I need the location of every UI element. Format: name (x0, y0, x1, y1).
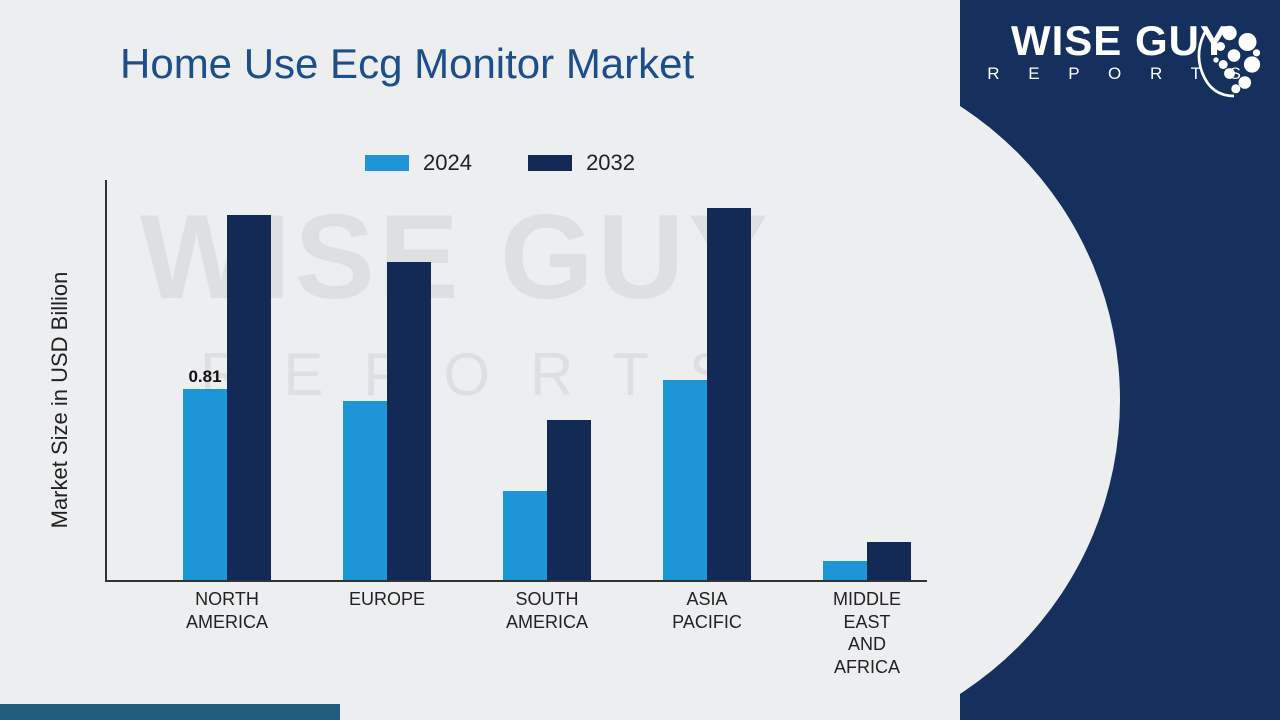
bar: 0.81 (183, 389, 227, 580)
bar (343, 401, 387, 580)
bar (707, 208, 751, 580)
stage: WISE GUY REPORTS WISE GUY R E P O R T S … (0, 0, 1280, 720)
legend-item-2032: 2032 (528, 150, 635, 176)
x-category-label: MIDDLE EAST AND AFRICA (802, 580, 932, 678)
bar (867, 542, 911, 580)
bar (663, 380, 707, 580)
bar (387, 262, 431, 580)
bar-group: EUROPE (322, 262, 452, 580)
chart-area: 2024 2032 Market Size in USD Billion 0.8… (60, 150, 940, 680)
bottom-accent-bar (0, 704, 340, 720)
chart-title: Home Use Ecg Monitor Market (120, 40, 694, 88)
brand-logo: WISE GUY R E P O R T S (980, 20, 1260, 84)
x-category-label: NORTH AMERICA (162, 580, 292, 633)
x-category-label: ASIA PACIFIC (642, 580, 772, 633)
legend-swatch-2032 (528, 155, 572, 171)
legend: 2024 2032 (60, 150, 940, 177)
bar-data-label: 0.81 (183, 367, 227, 387)
x-category-label: SOUTH AMERICA (482, 580, 612, 633)
bar (503, 491, 547, 580)
bar-group: SOUTH AMERICA (482, 420, 612, 580)
bar-group: ASIA PACIFIC (642, 208, 772, 580)
bar (227, 215, 271, 580)
bar (823, 561, 867, 580)
legend-label-2024: 2024 (423, 150, 472, 176)
bar (547, 420, 591, 580)
plot-region: 0.81NORTH AMERICAEUROPESOUTH AMERICAASIA… (105, 180, 927, 582)
legend-label-2032: 2032 (586, 150, 635, 176)
legend-swatch-2024 (365, 155, 409, 171)
x-category-label: EUROPE (322, 580, 452, 611)
bar-group: 0.81NORTH AMERICA (162, 215, 292, 580)
legend-item-2024: 2024 (365, 150, 472, 176)
brain-dots-icon (1180, 15, 1270, 105)
y-axis-label: Market Size in USD Billion (47, 272, 73, 529)
bar-group: MIDDLE EAST AND AFRICA (802, 542, 932, 580)
